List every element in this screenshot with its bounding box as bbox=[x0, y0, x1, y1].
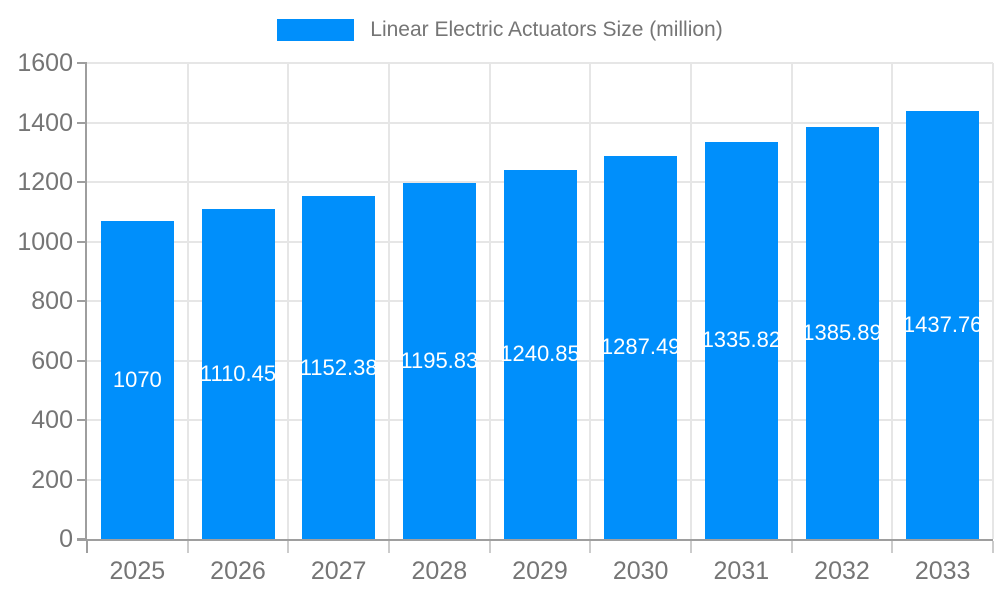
bar-value-label: 1287.49 bbox=[600, 334, 681, 360]
x-axis-tick bbox=[992, 541, 994, 553]
bar-value-label: 1152.38 bbox=[299, 354, 378, 380]
v-gridline bbox=[992, 63, 994, 539]
v-gridline bbox=[488, 63, 491, 539]
h-gridline bbox=[87, 121, 993, 124]
bar-value-label: 1195.83 bbox=[400, 348, 479, 374]
x-axis-tick bbox=[388, 541, 390, 553]
v-gridline bbox=[589, 63, 592, 539]
x-axis-tick bbox=[589, 541, 592, 553]
x-axis-line bbox=[77, 539, 993, 541]
legend-swatch bbox=[277, 19, 355, 41]
y-axis-line bbox=[85, 63, 87, 541]
y-axis-tick bbox=[77, 121, 87, 124]
y-axis-label: 1600 bbox=[17, 49, 73, 77]
v-gridline bbox=[891, 63, 894, 539]
x-axis-tick bbox=[86, 541, 88, 553]
h-gridline bbox=[87, 62, 993, 64]
y-axis-tick bbox=[77, 419, 87, 421]
legend-label: Linear Electric Actuators Size (million) bbox=[370, 18, 723, 41]
y-axis-label: 1000 bbox=[17, 227, 73, 256]
v-gridline bbox=[186, 63, 189, 539]
x-axis-label: 2026 bbox=[210, 557, 266, 585]
y-axis-label: 200 bbox=[31, 465, 73, 494]
v-gridline bbox=[388, 63, 390, 539]
x-axis-label: 2027 bbox=[310, 557, 367, 585]
y-axis-label: 600 bbox=[31, 346, 73, 375]
bar-value-label: 1437.76 bbox=[902, 312, 983, 338]
y-axis-tick bbox=[77, 478, 87, 481]
bar[interactable] bbox=[604, 155, 678, 539]
y-axis-label: 1200 bbox=[17, 168, 73, 196]
y-axis-tick bbox=[77, 181, 87, 183]
bar[interactable] bbox=[100, 220, 174, 539]
bar[interactable] bbox=[805, 126, 879, 539]
v-gridline bbox=[790, 63, 793, 539]
x-axis-label: 2033 bbox=[914, 557, 971, 585]
y-axis-tick bbox=[77, 359, 87, 362]
bar[interactable] bbox=[402, 183, 476, 539]
y-axis-label: 0 bbox=[59, 525, 73, 553]
x-axis-tick bbox=[186, 541, 189, 553]
bar-value-label: 1110.45 bbox=[199, 360, 277, 386]
x-axis-tick bbox=[690, 541, 692, 553]
x-axis-label: 2025 bbox=[109, 557, 166, 585]
legend[interactable]: Linear Electric Actuators Size (million) bbox=[0, 18, 1000, 42]
bar-value-label: 1240.85 bbox=[500, 341, 580, 367]
y-axis-label: 1400 bbox=[17, 108, 73, 137]
x-axis-label: 2032 bbox=[814, 557, 870, 585]
y-axis-label: 400 bbox=[31, 406, 73, 434]
x-axis-tick bbox=[488, 541, 491, 553]
y-axis-tick bbox=[77, 62, 87, 64]
bar[interactable] bbox=[201, 208, 275, 539]
v-gridline bbox=[287, 63, 290, 539]
x-axis-label: 2029 bbox=[512, 557, 568, 585]
bar-value-label: 1070 bbox=[112, 366, 162, 392]
bar[interactable] bbox=[302, 196, 376, 539]
y-axis-tick bbox=[77, 240, 87, 243]
bar-value-label: 1385.89 bbox=[802, 319, 882, 345]
bar[interactable] bbox=[704, 141, 778, 539]
bar[interactable] bbox=[503, 169, 577, 539]
bar[interactable] bbox=[906, 111, 980, 539]
x-axis-label: 2030 bbox=[612, 557, 669, 585]
x-axis-label: 2031 bbox=[713, 557, 770, 585]
x-axis-tick bbox=[790, 541, 793, 553]
v-gridline bbox=[690, 63, 692, 539]
x-axis-label: 2028 bbox=[411, 557, 468, 585]
x-axis-tick bbox=[287, 541, 290, 553]
y-axis-tick bbox=[77, 300, 87, 302]
x-axis-tick bbox=[891, 541, 894, 553]
y-axis-label: 800 bbox=[31, 287, 73, 315]
bar-value-label: 1335.82 bbox=[701, 327, 782, 353]
